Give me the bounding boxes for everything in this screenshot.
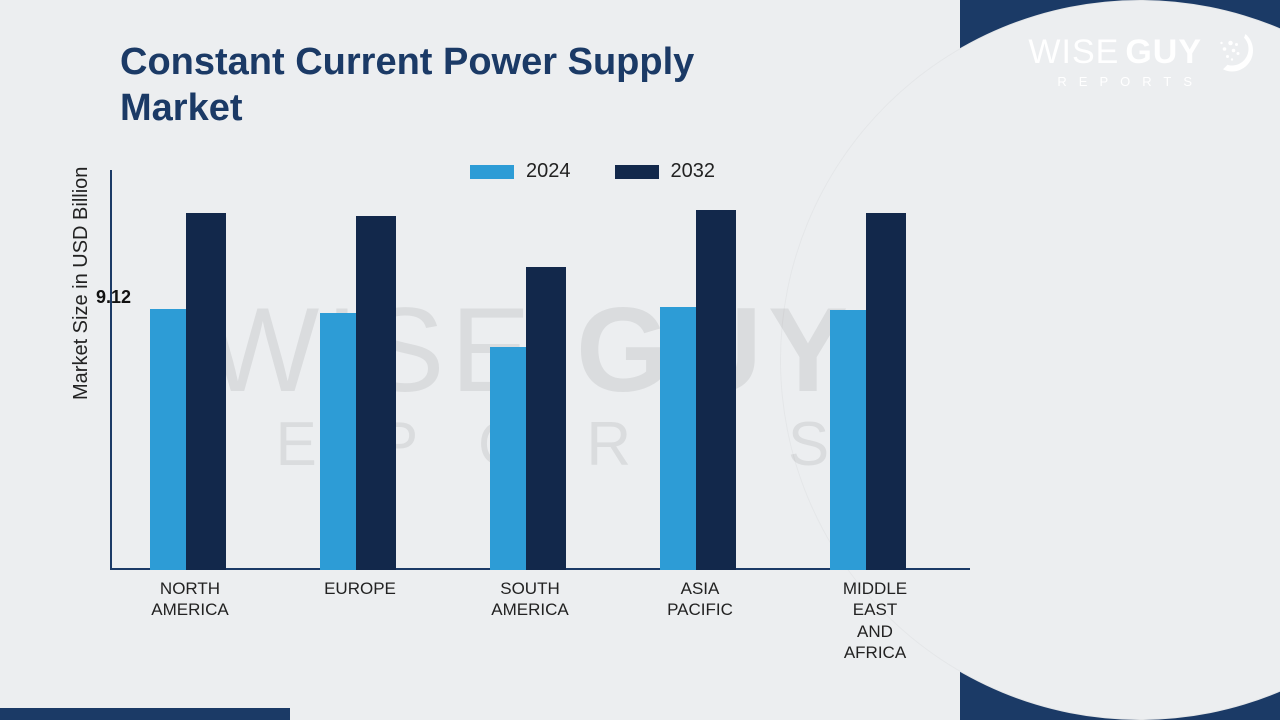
bar: [696, 210, 736, 570]
x-axis-label: NORTHAMERICA: [105, 578, 275, 621]
chart-title: Constant Current Power Supply Market: [120, 40, 800, 131]
bar: [526, 267, 566, 570]
bar: [356, 216, 396, 570]
x-axis-label: MIDDLEEASTANDAFRICA: [790, 578, 960, 663]
head-icon: [1208, 28, 1256, 76]
bar-value-label: 9.12: [96, 287, 131, 308]
bar: [186, 213, 226, 570]
bar-chart: [110, 170, 970, 600]
x-axis-label: ASIAPACIFIC: [615, 578, 785, 621]
logo-text-b: GUY: [1125, 33, 1202, 72]
bar: [660, 307, 700, 570]
plot-area: [110, 170, 970, 570]
bar: [320, 313, 360, 570]
bar-group: [660, 210, 736, 570]
logo-text-a: WISE: [1028, 33, 1119, 72]
chart-card: WISE GUY REPORTS WISE GUY REPORTS Consta…: [0, 0, 1280, 720]
y-axis-label: Market Size in USD Billion: [70, 167, 93, 400]
bar-group: [490, 267, 566, 570]
bar: [830, 310, 870, 570]
bar-group: [150, 213, 226, 570]
bar: [866, 213, 906, 570]
bar: [150, 309, 190, 570]
brand-logo: WISE GUY REPORTS: [1028, 28, 1256, 89]
x-axis-label: SOUTHAMERICA: [445, 578, 615, 621]
bar-group: [830, 213, 906, 570]
logo-subtext: REPORTS: [1028, 74, 1256, 89]
bar-group: [320, 216, 396, 570]
x-axis-label: EUROPE: [275, 578, 445, 599]
bottom-accent-strip: [0, 708, 290, 720]
bar: [490, 347, 530, 570]
